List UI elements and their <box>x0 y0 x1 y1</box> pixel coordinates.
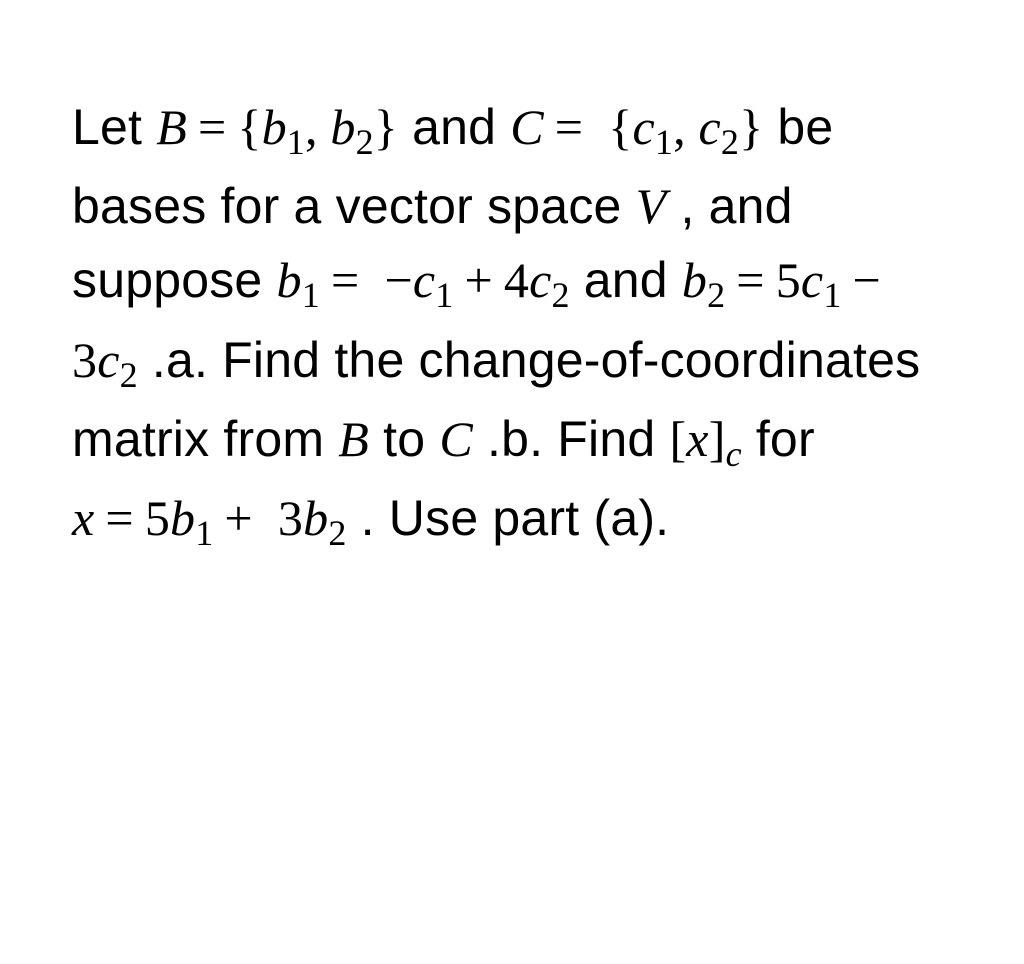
var-c: c <box>529 252 551 308</box>
text-to: to <box>369 411 439 467</box>
num-4: 4 <box>504 252 529 308</box>
text-and: and <box>398 99 510 155</box>
sub-2: 2 <box>356 122 374 162</box>
num-5: 5 <box>145 490 170 546</box>
lbrace: { <box>608 99 632 155</box>
op-plus: + <box>453 252 503 308</box>
var-c: c <box>801 252 823 308</box>
rbrace: } <box>374 99 398 155</box>
op-eq: = <box>94 490 144 546</box>
var-c: c <box>632 99 654 155</box>
var-x: x <box>686 411 708 467</box>
lbrace: { <box>237 99 261 155</box>
var-B: B <box>338 411 369 467</box>
var-b: b <box>170 490 195 546</box>
sub-2: 2 <box>721 122 739 162</box>
op-minus: − <box>384 252 412 308</box>
comma: , <box>673 99 686 155</box>
text-for: for <box>742 411 815 467</box>
problem-text: Let B={b1, b2} and C= {c1, c2} be bases … <box>72 90 964 561</box>
var-x: x <box>72 490 94 546</box>
sub-2: 2 <box>120 355 138 395</box>
sub-1: 1 <box>302 275 320 315</box>
sub-1: 1 <box>435 275 453 315</box>
var-b: b <box>303 490 328 546</box>
var-c: c <box>698 99 720 155</box>
op-eq: = <box>320 252 370 308</box>
sub-1: 1 <box>655 122 673 162</box>
var-b: b <box>330 99 355 155</box>
var-B: B <box>156 99 187 155</box>
num-3: 3 <box>278 490 303 546</box>
sub-1: 1 <box>195 513 213 553</box>
sub-c: c <box>726 434 742 474</box>
rbrack: ] <box>709 411 726 467</box>
sub-2: 2 <box>328 513 346 553</box>
num-3: 3 <box>72 332 97 388</box>
sub-1: 1 <box>823 275 841 315</box>
comma: , <box>305 99 318 155</box>
text-use-part-a: . Use part (a). <box>347 490 670 546</box>
var-b: b <box>277 252 302 308</box>
var-c: c <box>97 332 119 388</box>
var-b: b <box>262 99 287 155</box>
lbrack: [ <box>669 411 686 467</box>
rbrace: } <box>739 99 763 155</box>
sub-2: 2 <box>551 275 569 315</box>
sub-1: 1 <box>287 122 305 162</box>
op-minus: − <box>842 252 892 308</box>
op-eq: = <box>544 99 594 155</box>
sub-2: 2 <box>707 275 725 315</box>
var-C: C <box>510 99 544 155</box>
var-V: V <box>636 178 667 234</box>
var-C: C <box>439 411 473 467</box>
op-eq: = <box>187 99 237 155</box>
text-and: and <box>570 252 682 308</box>
op-plus: + <box>213 490 263 546</box>
var-c: c <box>413 252 435 308</box>
text-part-b: .b. Find <box>473 411 670 467</box>
op-eq: = <box>725 252 775 308</box>
text-let: Let <box>72 99 156 155</box>
var-b: b <box>682 252 707 308</box>
num-5: 5 <box>776 252 801 308</box>
